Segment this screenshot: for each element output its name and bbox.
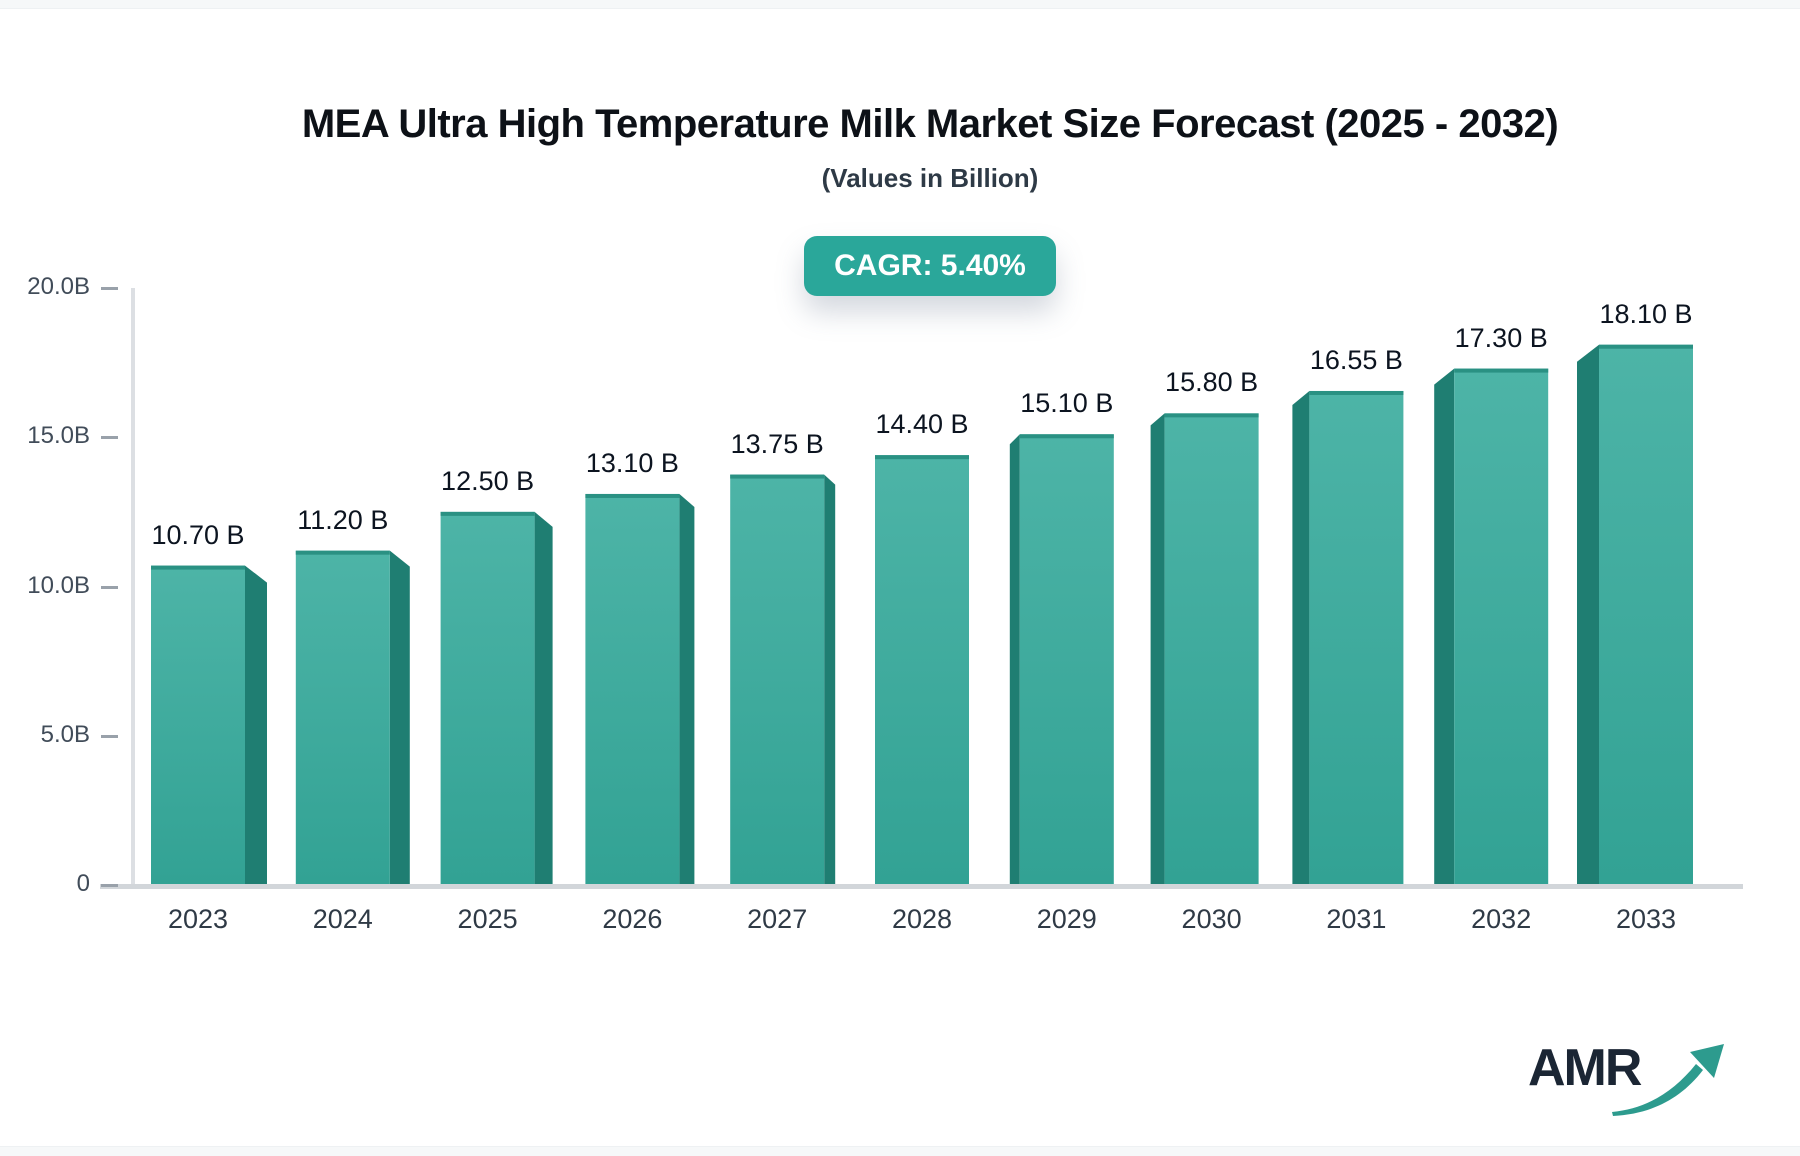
y-tick-mark — [101, 585, 118, 589]
bar-value-label: 15.10 B — [1020, 388, 1114, 419]
y-tick-label: 5.0B — [40, 720, 90, 748]
bar-value-label: 13.10 B — [585, 447, 679, 478]
bar-top-edge — [875, 455, 969, 460]
x-tick-label: 2023 — [167, 904, 229, 934]
y-tick-mark — [101, 734, 118, 738]
bar-top-edge — [1019, 434, 1114, 439]
bar-2025 — [440, 511, 553, 885]
y-tick-mark — [101, 436, 118, 440]
chart-header: MEA Ultra High Temperature Milk Market S… — [130, 0, 1730, 296]
bar-value-label: 15.80 B — [1165, 367, 1259, 398]
bar-front-face — [1454, 368, 1549, 886]
bar-value-label: 12.50 B — [441, 465, 535, 496]
bar-side-face — [534, 511, 553, 885]
bar-value-label: 14.40 B — [875, 409, 969, 440]
bar-value-label: 13.75 B — [730, 428, 824, 459]
bar-side-face — [1577, 344, 1599, 886]
bar-2029 — [1009, 434, 1114, 885]
bar-2024 — [295, 550, 410, 885]
bar-front-face — [1019, 434, 1114, 885]
bar-front-face — [730, 474, 825, 885]
bar-value-label: 17.30 B — [1454, 322, 1548, 353]
x-tick-label: 2027 — [747, 904, 808, 934]
x-tick-label: 2032 — [1471, 904, 1532, 934]
bar-front-face — [1599, 344, 1693, 886]
bar-front-face — [151, 565, 245, 885]
bar-top-edge — [440, 511, 535, 516]
bar-2028 — [875, 455, 969, 885]
x-tick-label: 2029 — [1036, 904, 1097, 934]
bar-top-edge — [1164, 413, 1259, 418]
bar-2031 — [1292, 390, 1404, 885]
bar-side-face — [1434, 368, 1455, 886]
bottom-edge-strip — [0, 1146, 1800, 1156]
bar-2027 — [730, 474, 836, 885]
bar-top-edge — [585, 493, 680, 498]
bar-front-face — [295, 550, 390, 885]
bar-side-face — [245, 565, 267, 885]
y-tick-mark — [101, 287, 118, 290]
bar-front-face — [440, 511, 535, 885]
y-tick-label: 15.0B — [27, 422, 90, 450]
bar-top-edge — [1309, 390, 1404, 395]
x-tick-label: 2025 — [457, 904, 518, 934]
x-tick-label: 2031 — [1326, 904, 1387, 934]
x-axis-baseline — [100, 884, 1743, 889]
y-tick-label: 0 — [76, 870, 90, 897]
bar-side-face — [1150, 413, 1165, 885]
x-tick-label: 2030 — [1181, 904, 1242, 934]
bar-2033 — [1577, 344, 1693, 886]
bar-front-face — [1164, 413, 1259, 885]
bar-side-face — [824, 474, 836, 885]
bar-top-edge — [295, 550, 390, 555]
bar-top-edge — [151, 565, 245, 570]
y-tick-label: 10.0B — [27, 571, 90, 599]
bar-top-edge — [1454, 368, 1549, 373]
bar-value-label: 18.10 B — [1599, 298, 1693, 329]
y-tick-label: 20.0B — [27, 273, 90, 300]
bar-2030 — [1150, 413, 1259, 885]
chart-subtitle: (Values in Billion) — [821, 163, 1039, 193]
bar-2032 — [1434, 368, 1549, 886]
x-tick-label: 2024 — [312, 904, 373, 934]
bar-top-edge — [1599, 344, 1693, 349]
bar-side-face — [679, 493, 695, 885]
amr-logo-text: AMR — [1528, 1039, 1642, 1097]
x-tick-label: 2028 — [891, 904, 953, 934]
chart-title: MEA Ultra High Temperature Milk Market S… — [301, 102, 1559, 146]
bar-top-edge — [730, 474, 825, 479]
bar-2026 — [585, 493, 695, 885]
x-tick-label: 2033 — [1615, 904, 1677, 934]
bar-value-label: 10.70 B — [151, 519, 245, 550]
bar-side-face — [389, 550, 410, 885]
bar-value-label: 16.55 B — [1309, 344, 1403, 375]
bar-front-face — [585, 493, 680, 885]
top-edge-strip — [0, 0, 1800, 9]
bar-side-face — [1292, 390, 1310, 885]
bar-front-face — [1309, 390, 1404, 885]
growth-arrow-icon — [1612, 1044, 1724, 1116]
y-axis-line — [131, 288, 135, 888]
bar-value-label: 11.20 B — [297, 504, 389, 535]
bar-side-face — [1009, 434, 1020, 885]
x-tick-label: 2026 — [602, 904, 663, 934]
amr-logo: AMR — [1528, 1038, 1724, 1118]
y-tick-mark — [101, 884, 118, 887]
bar-front-face — [875, 455, 969, 885]
bar-2023 — [151, 565, 267, 885]
cagr-badge: CAGR: 5.40% — [804, 236, 1056, 296]
